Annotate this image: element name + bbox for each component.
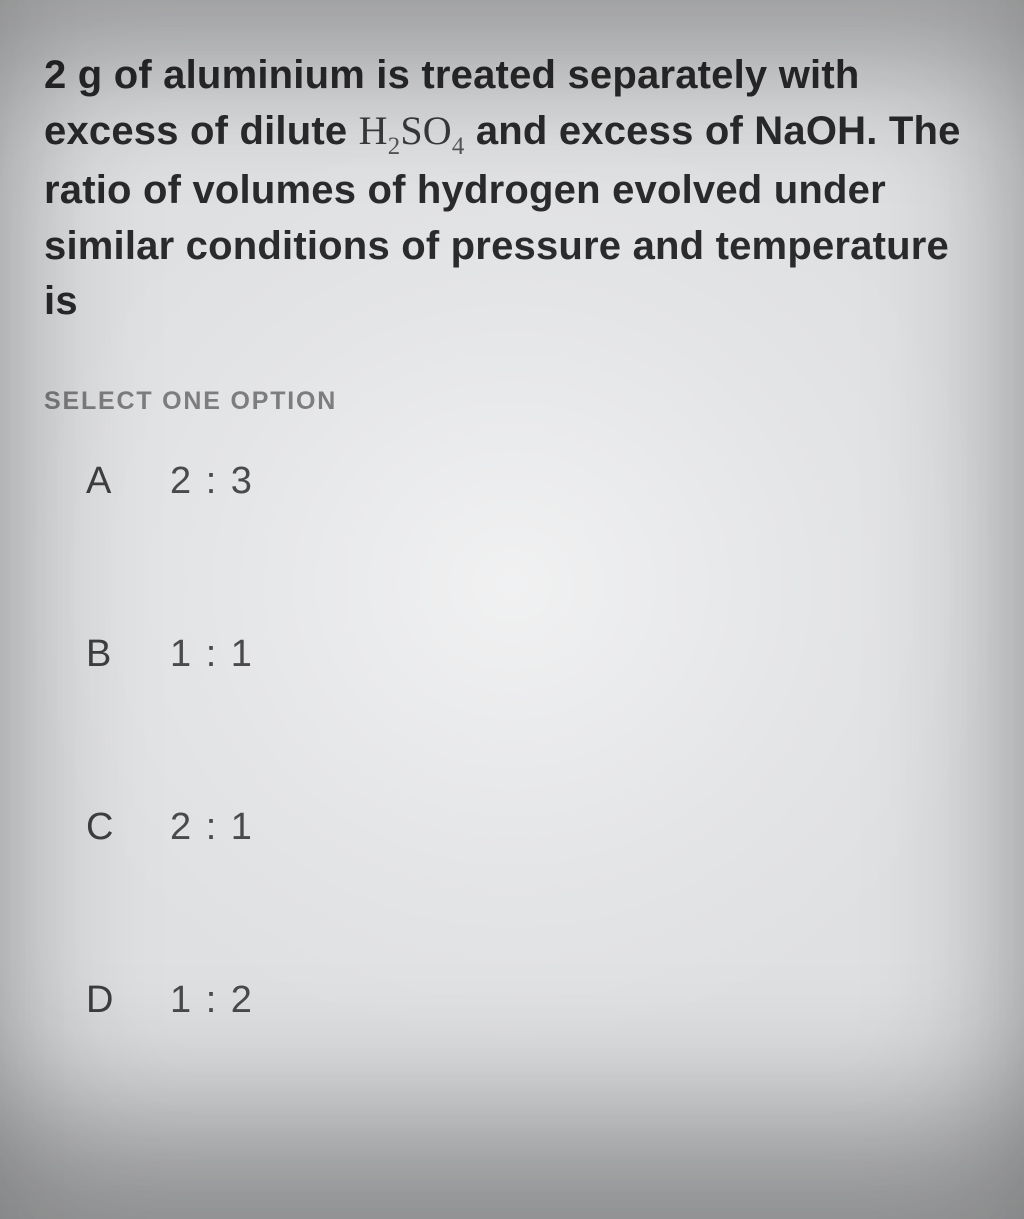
option-value: 2 : 1 (170, 806, 254, 849)
option-value: 2 : 3 (170, 460, 254, 503)
question-page: 2 g of aluminium is treated separately w… (0, 0, 1024, 1219)
select-instruction: SELECT ONE OPTION (44, 387, 980, 416)
option-b[interactable]: B 1 : 1 (86, 633, 980, 676)
option-letter: B (86, 633, 170, 676)
options-list: A 2 : 3 B 1 : 1 C 2 : 1 D 1 : 2 (44, 460, 980, 1022)
option-value: 1 : 1 (170, 633, 254, 676)
option-c[interactable]: C 2 : 1 (86, 806, 980, 849)
option-a[interactable]: A 2 : 3 (86, 460, 980, 503)
option-letter: A (86, 460, 170, 503)
option-value: 1 : 2 (170, 979, 254, 1022)
option-letter: C (86, 806, 170, 849)
question-stem: 2 g of aluminium is treated separately w… (44, 48, 980, 329)
option-d[interactable]: D 1 : 2 (86, 979, 980, 1022)
formula-h2so4: H2SO4 (359, 108, 465, 153)
option-letter: D (86, 979, 170, 1022)
